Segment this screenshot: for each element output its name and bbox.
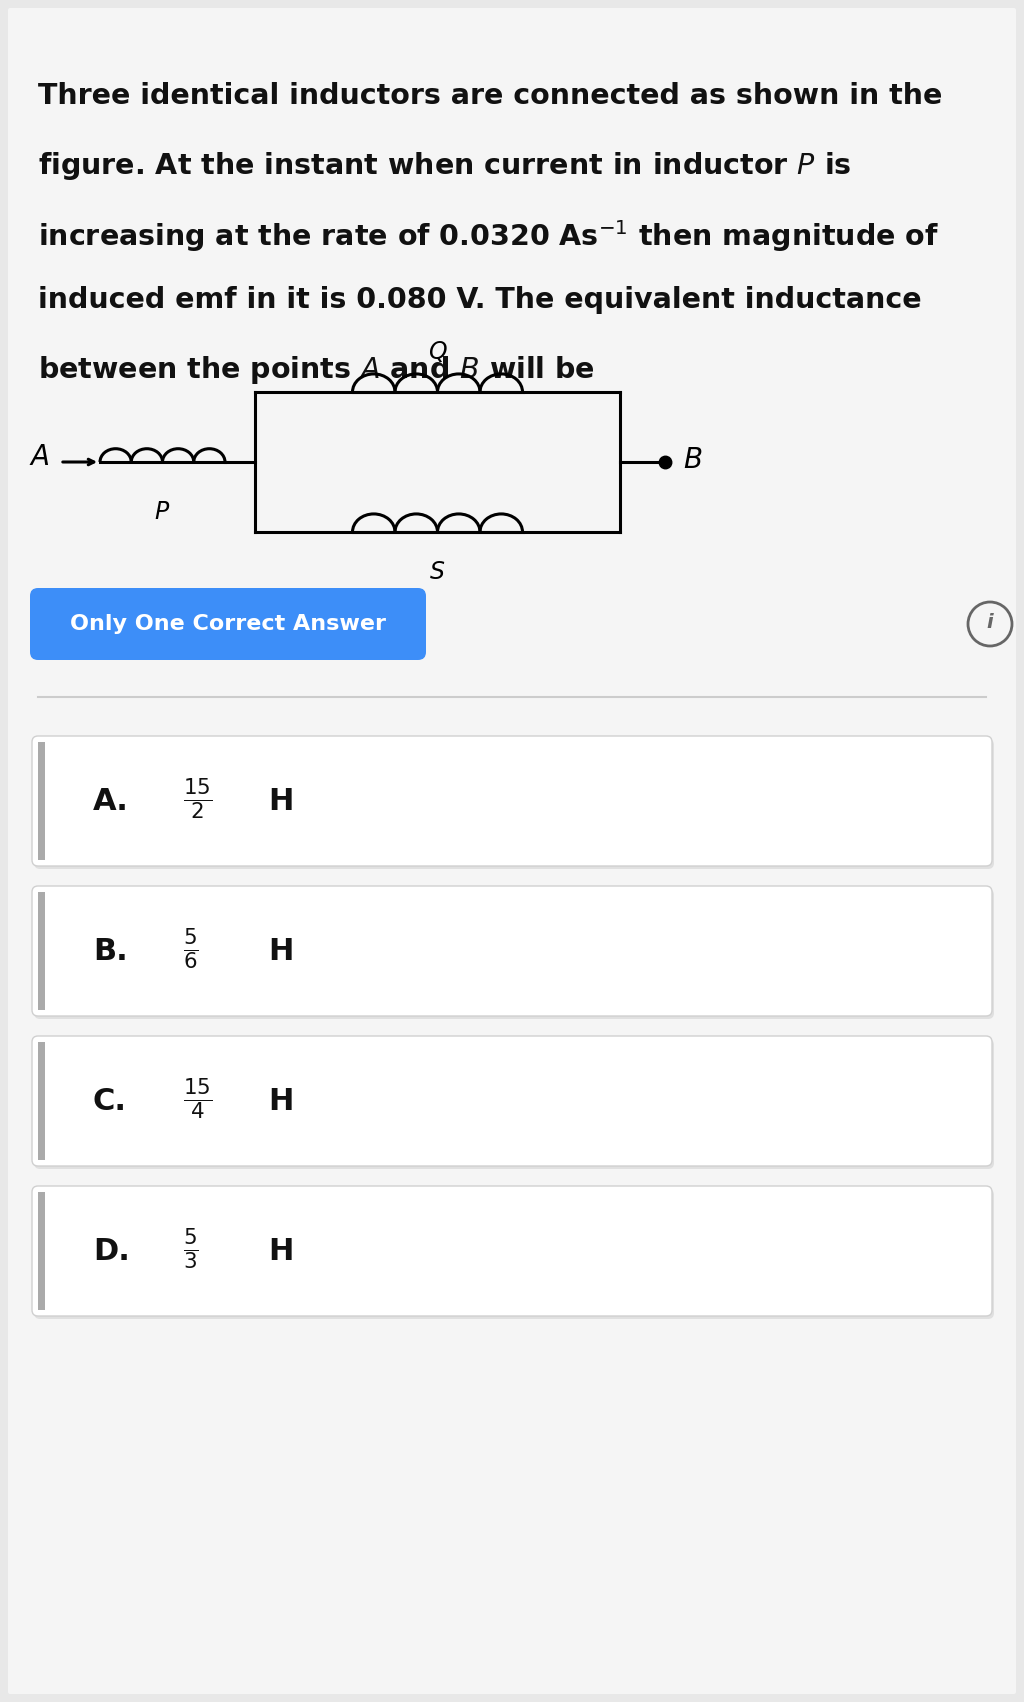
- Text: $\frac{15}{2}$: $\frac{15}{2}$: [183, 776, 212, 822]
- FancyBboxPatch shape: [32, 887, 992, 1016]
- FancyBboxPatch shape: [34, 888, 994, 1019]
- Text: between the points $\mathit{A}$ and $\mathit{B}$ will be: between the points $\mathit{A}$ and $\ma…: [38, 354, 595, 386]
- Text: Only One Correct Answer: Only One Correct Answer: [70, 614, 386, 635]
- FancyBboxPatch shape: [32, 1186, 992, 1316]
- FancyBboxPatch shape: [34, 1038, 994, 1169]
- Text: H: H: [268, 936, 293, 965]
- Text: H: H: [268, 1086, 293, 1115]
- Text: i: i: [987, 613, 993, 633]
- FancyBboxPatch shape: [38, 742, 45, 860]
- Text: $\mathit{Q}$: $\mathit{Q}$: [428, 339, 447, 364]
- Text: H: H: [268, 1236, 293, 1266]
- Text: $\mathit{B}$: $\mathit{B}$: [683, 446, 702, 473]
- Text: $\frac{15}{4}$: $\frac{15}{4}$: [183, 1076, 212, 1122]
- FancyBboxPatch shape: [38, 1191, 45, 1311]
- Text: B.: B.: [93, 936, 128, 965]
- Text: induced emf in it is 0.080 V. The equivalent inductance: induced emf in it is 0.080 V. The equiva…: [38, 286, 922, 313]
- Text: $\mathit{S}$: $\mathit{S}$: [429, 560, 445, 584]
- Text: C.: C.: [93, 1086, 127, 1115]
- FancyBboxPatch shape: [34, 739, 994, 870]
- FancyBboxPatch shape: [34, 1190, 994, 1319]
- Text: figure. At the instant when current in inductor $\mathit{P}$ is: figure. At the instant when current in i…: [38, 150, 851, 182]
- FancyBboxPatch shape: [38, 1042, 45, 1161]
- Text: $\mathit{A}$: $\mathit{A}$: [30, 443, 50, 471]
- Text: $\mathit{P}$: $\mathit{P}$: [155, 500, 171, 524]
- Text: A.: A.: [93, 786, 129, 815]
- FancyBboxPatch shape: [30, 587, 426, 660]
- Text: D.: D.: [93, 1236, 130, 1266]
- FancyBboxPatch shape: [32, 735, 992, 866]
- Text: H: H: [268, 786, 293, 815]
- FancyBboxPatch shape: [38, 892, 45, 1009]
- FancyBboxPatch shape: [8, 9, 1016, 1693]
- Text: $\frac{5}{6}$: $\frac{5}{6}$: [183, 926, 199, 972]
- Text: increasing at the rate of 0.0320 As$^{-1}$ then magnitude of: increasing at the rate of 0.0320 As$^{-1…: [38, 218, 939, 254]
- FancyBboxPatch shape: [32, 1037, 992, 1166]
- Text: Three identical inductors are connected as shown in the: Three identical inductors are connected …: [38, 82, 942, 111]
- Text: $\frac{5}{3}$: $\frac{5}{3}$: [183, 1225, 199, 1271]
